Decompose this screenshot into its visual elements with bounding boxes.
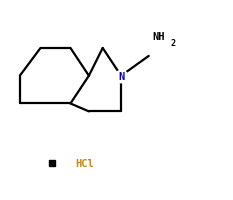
Text: 2: 2: [171, 38, 176, 47]
Text: N: N: [118, 71, 124, 81]
Text: NH: NH: [152, 32, 165, 42]
Text: HCl: HCl: [75, 158, 94, 168]
